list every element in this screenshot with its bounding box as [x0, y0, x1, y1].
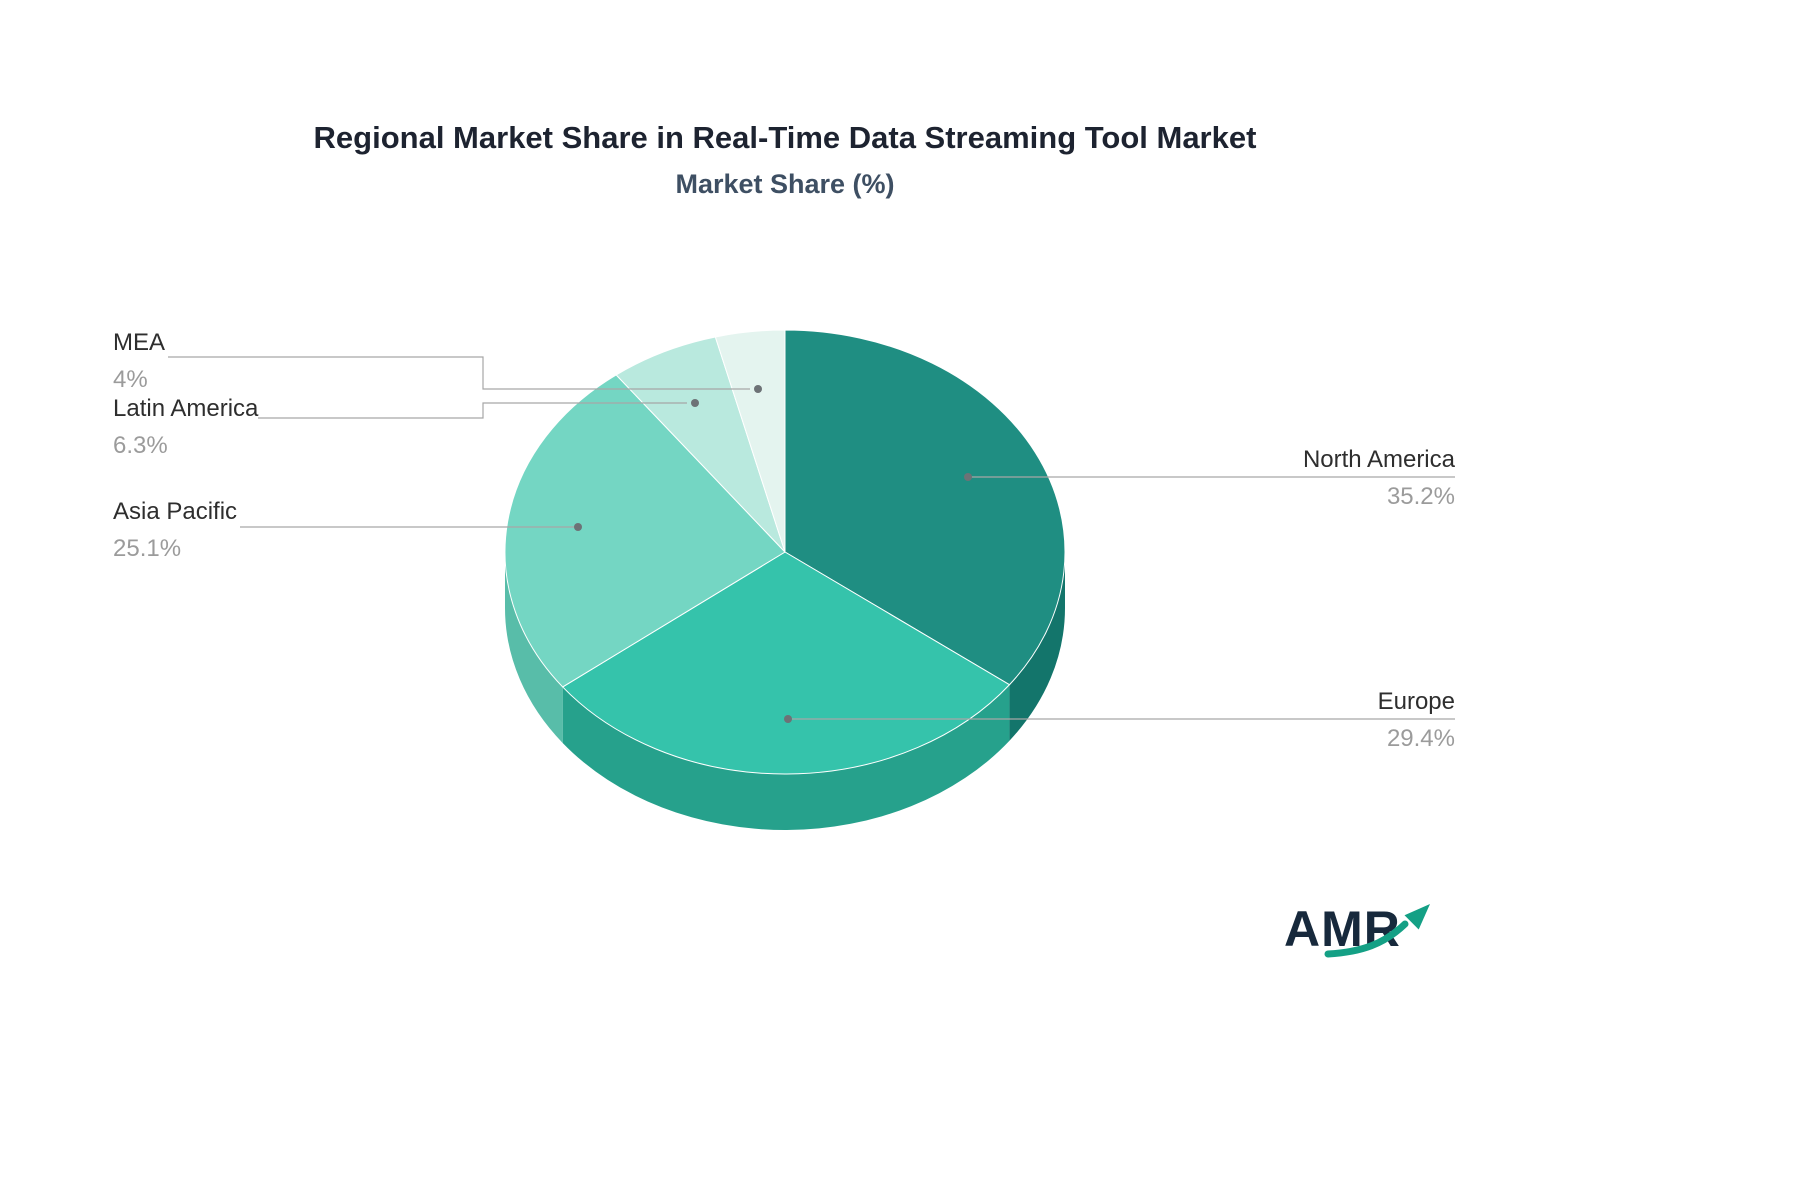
slice-value-europe: 29.4%	[1386, 725, 1455, 752]
pie-slice-asia-pacific[interactable]	[504, 374, 786, 688]
amr-logo-text[interactable]: AMR	[1284, 901, 1401, 957]
pie-slice-north-america[interactable]	[784, 329, 1066, 686]
leader-line-mea	[168, 356, 750, 390]
pie-side-asia-pacific	[505, 552, 563, 743]
slice-label-mea: MEA	[113, 329, 166, 356]
slice-value-mea: 4%	[113, 366, 148, 393]
leader-line-latin-america	[258, 402, 687, 419]
slice-label-europe: Europe	[1377, 688, 1455, 715]
pie-side-north-america	[1009, 552, 1065, 741]
chart-title: Regional Market Share in Real-Time Data …	[313, 120, 1257, 155]
chart-subtitle: Market Share (%)	[675, 169, 895, 199]
slice-value-north-america: 35.2%	[1386, 483, 1455, 510]
leader-dot-mea	[754, 385, 762, 393]
pie-slices	[504, 329, 1066, 775]
leader-dot-north-america	[964, 473, 972, 481]
amr-logo-arrow-icon	[1324, 904, 1430, 958]
slice-label-north-america: North America	[1302, 446, 1455, 473]
pie-slice-mea[interactable]	[714, 329, 786, 553]
leader-dot-europe	[784, 715, 792, 723]
leader-lines	[168, 356, 1455, 723]
leader-dot-latin-america	[691, 399, 699, 407]
pie-side-europe	[562, 684, 1010, 831]
slice-label-latin-america: Latin America	[113, 395, 259, 422]
slice-value-latin-america: 6.3%	[113, 432, 168, 459]
slice-value-asia-pacific: 25.1%	[113, 535, 182, 562]
slice-label-asia-pacific: Asia Pacific	[113, 498, 238, 525]
leader-dot-asia-pacific	[574, 523, 582, 531]
pie-depth	[505, 552, 1065, 831]
